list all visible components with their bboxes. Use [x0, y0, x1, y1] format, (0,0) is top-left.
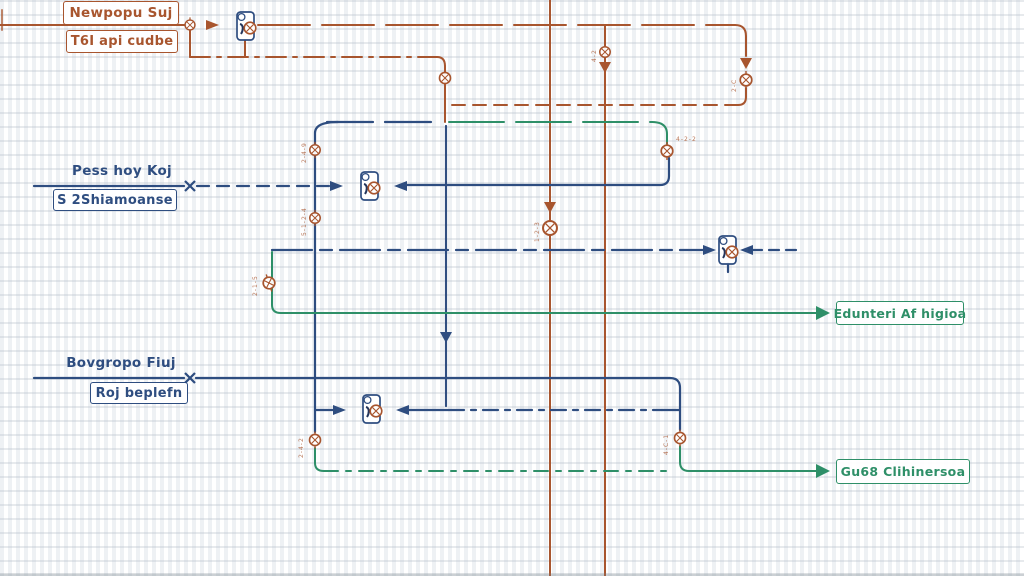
arrow-right-icon [330, 181, 343, 191]
inline-instrument-icon [309, 209, 321, 227]
arrow-left-icon [740, 245, 753, 255]
navy-flow-lines [32, 120, 805, 434]
arrow-down-icon [544, 202, 556, 213]
instrument-tag: 4-2 [591, 49, 598, 62]
inline-instrument-icon [673, 428, 687, 448]
control-valve-icon [360, 171, 381, 201]
arrow-right-icon [816, 464, 830, 478]
input-stream-3-title: Bovgropo Fiuj [66, 355, 176, 371]
green-flow-lines [271, 121, 817, 472]
orange-flow-lines [0, 0, 747, 576]
output-stream-2-label: Gu68 Clihinersoa [836, 459, 970, 484]
inline-instrument-icon [438, 68, 452, 88]
instrument-tag: 4-2-2 [676, 136, 697, 143]
arrow-left-icon [396, 405, 409, 415]
arrow-down-icon [440, 332, 452, 343]
output-stream-1-label: Edunteri Af higioa [834, 301, 966, 325]
arrow-left-icon [394, 181, 407, 191]
inline-instrument-icon [309, 141, 321, 159]
arrow-right-icon [703, 245, 716, 255]
instrument-tag: 2-4-9 [301, 142, 308, 163]
line-break-marker-icon [183, 179, 197, 193]
instrument-tag: 4-C-1 [663, 434, 670, 455]
input-stream-2-title: Pess hoy Koj [72, 163, 172, 179]
control-valve-icon [236, 11, 257, 41]
inline-instrument-icon [599, 43, 611, 61]
control-valve-icon [362, 394, 383, 424]
instrument-tag: 2-4-2 [298, 437, 305, 458]
inline-instrument-icon [739, 70, 753, 90]
input-stream-2-subtitle: S 2Shiamoanse [53, 189, 177, 211]
arrow-right-icon [206, 20, 219, 30]
instrument-tags: 2-4-9 5-1-2-4 1-2-3 4-2 2-C 4-2-2 2-1-5 … [252, 49, 738, 458]
inline-instrument-icon [308, 430, 322, 450]
instrument-tag: 5-1-2-4 [301, 207, 308, 236]
arrow-right-icon [333, 405, 346, 415]
inline-instrument-icon [259, 271, 279, 295]
instrument-tag: 2-1-5 [252, 275, 259, 296]
arrow-down-icon [740, 58, 752, 69]
instrument-tag: 1-2-3 [534, 221, 541, 242]
flow-arrows [206, 20, 830, 478]
arrow-right-icon [816, 306, 830, 320]
junction-instrument-icon [184, 16, 196, 34]
instrument-tag: 2-C [731, 79, 738, 92]
inline-instrument-icon [542, 216, 558, 240]
inline-instrument-icon [660, 141, 674, 161]
control-valve-icon [718, 235, 739, 265]
input-stream-3-subtitle: Roj beplefn [90, 382, 188, 404]
arrow-down-icon [599, 62, 611, 73]
input-stream-1-title: Newpopu Suj [63, 1, 179, 25]
input-stream-1-subtitle: T6I api cudbe [66, 30, 178, 53]
